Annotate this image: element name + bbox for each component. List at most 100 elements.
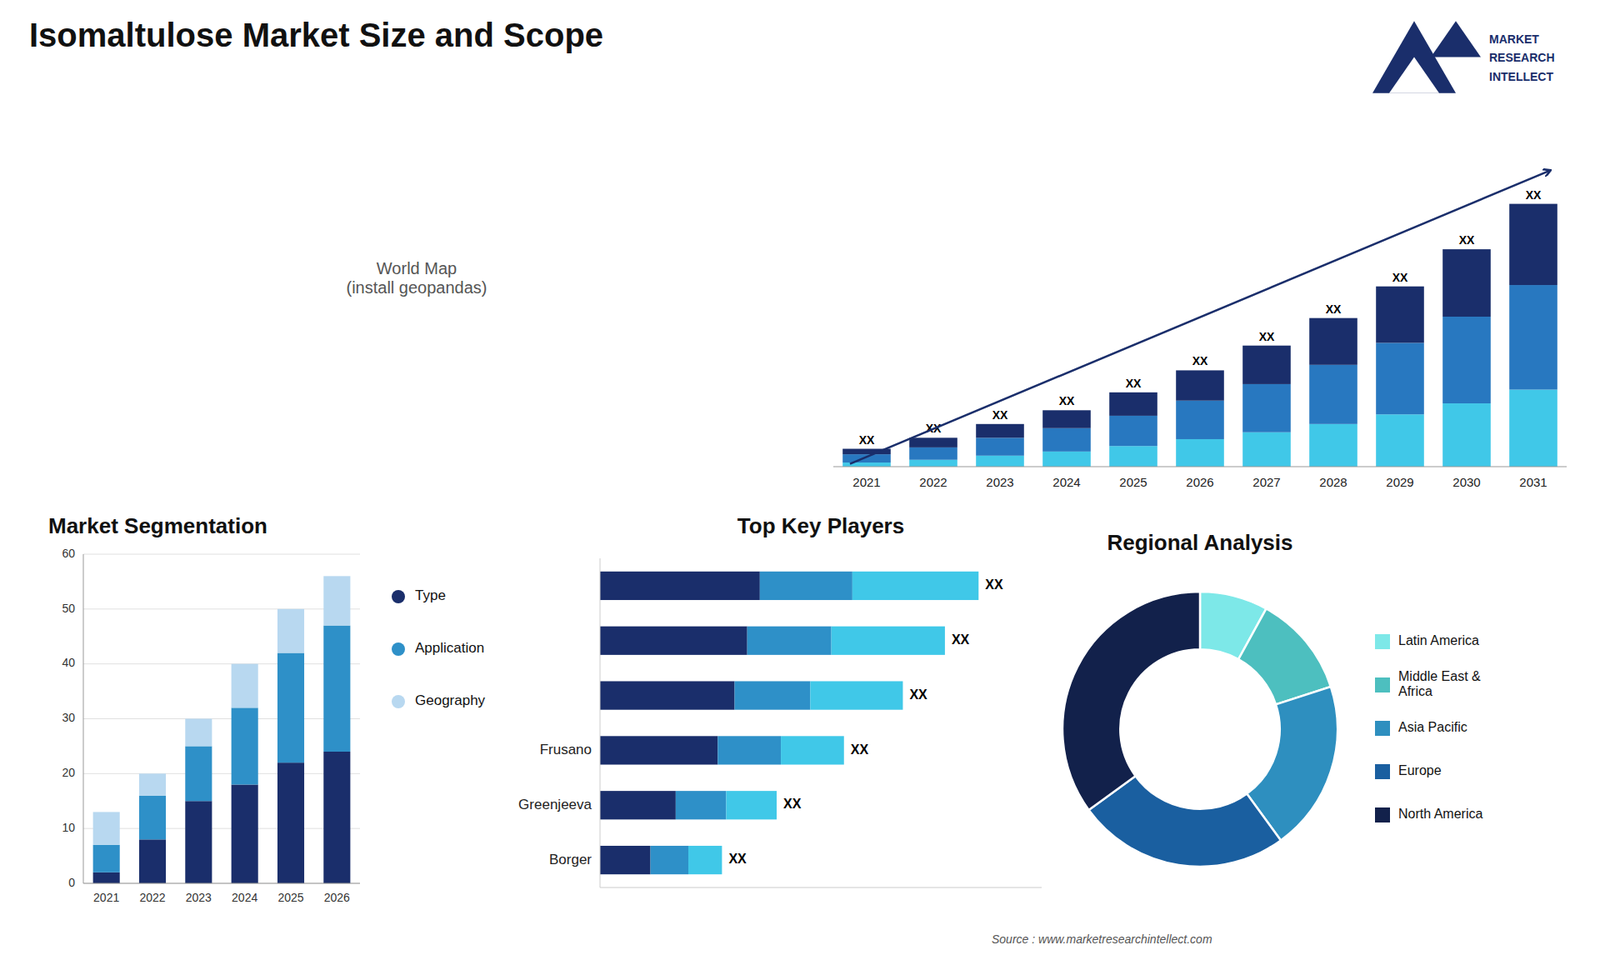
data-label: XX [1125,376,1142,390]
bar-segment [975,455,1025,467]
legend-marker [1375,764,1390,780]
x-tick-label: 2031 [1519,475,1547,490]
x-tick-label: 2026 [1185,475,1214,490]
x-axis-line [83,883,360,885]
data-label: XX [859,433,875,447]
chart-title: Market Segmentation [48,513,268,539]
bar-segment [600,790,676,820]
logo-text: MARKET [1489,32,1540,46]
x-tick-label: 2030 [1452,475,1480,490]
x-tick-label: 2029 [1385,475,1414,490]
bar-segment [650,845,689,875]
x-tick-label: 2021 [93,890,120,905]
y-tick-label: 50 [61,601,75,615]
bar-segment [975,424,1025,439]
data-label: XX [728,851,747,866]
bar-segment [277,762,305,884]
y-tick-label: 10 [61,820,75,835]
x-axis-line [600,887,1042,889]
bar-segment [760,571,853,600]
bar-segment [93,811,120,845]
bar-segment [717,735,781,765]
grid-line [83,828,360,830]
grid-line [83,554,360,555]
bar-segment [231,664,259,709]
bar-segment [93,845,120,873]
y-tick-label: Greenjeeva [518,796,592,813]
x-tick-label: 2023 [985,475,1014,490]
page-title: Isomaltulose Market Size and Scope [29,16,604,54]
bar-segment [810,680,903,710]
bar-segment [780,735,845,765]
bar-segment [1175,400,1225,440]
bar-segment [909,460,958,467]
data-label: XX [1059,394,1075,408]
y-axis-line [600,558,601,888]
bar-segment [323,625,350,752]
y-tick-label: 30 [61,710,75,725]
bar-segment [600,680,735,710]
chart-title: Top Key Players [737,513,905,539]
bar-segment [1309,318,1358,365]
bar-segment [1109,445,1158,467]
trend-arrow [850,170,1550,465]
data-label: XX [985,577,1004,592]
legend-label: Europe [1398,763,1442,778]
bar-segment [185,745,212,801]
bar-segment [1509,390,1558,467]
y-tick-label: 20 [61,765,75,780]
bar-segment [1309,424,1358,467]
donut-slice [1062,591,1200,810]
legend-label: Type [415,587,446,604]
logo-shape [1430,20,1481,57]
bar-segment [747,626,832,655]
bar-segment [277,653,305,764]
legend-marker [1375,634,1390,650]
y-axis-line [83,554,85,884]
grid-line [83,883,360,885]
bar-segment [139,839,166,884]
legend-label: Geography [415,692,486,709]
bar-segment [323,575,350,625]
bar-segment [93,872,120,884]
legend-marker [1375,807,1390,823]
plot-area [93,575,351,884]
bar-segment [185,800,212,884]
bar-segment [1175,370,1225,400]
data-label: XX [951,632,970,647]
map-text: World Map(install geopandas) [346,259,488,297]
bar-segment [139,773,166,795]
data-label: XX [1459,233,1475,247]
bar-segment [1442,403,1491,467]
legend-label: Asia Pacific [1398,720,1468,735]
y-tick-label: Borger [549,851,592,868]
logo-text: INTELLECT [1489,70,1554,84]
logo: MARKETRESEARCHINTELLECT [1372,20,1555,94]
data-label: XX [1192,354,1209,368]
chart-title: Regional Analysis [1107,530,1294,555]
x-tick-label: 2022 [139,890,165,905]
x-tick-label: 2022 [919,475,947,490]
x-tick-label: 2024 [1052,475,1080,490]
x-tick-label: 2027 [1252,475,1280,490]
data-label: XX [992,408,1009,422]
legend-marker [391,642,405,656]
bar-segment [831,626,945,655]
data-label: XX [1325,302,1342,316]
legend-marker [391,695,405,709]
data-label: XX [850,742,870,757]
legend-label: North America [1398,806,1483,821]
x-tick-label: 2024 [231,890,258,905]
grid-line [83,718,360,720]
bar-segment [852,571,979,600]
x-tick-label: 2021 [852,475,880,490]
grid-line [83,773,360,775]
y-tick-label: 40 [61,655,75,670]
bar-segment [139,795,166,840]
data-label: XX [783,796,802,811]
bar-segment [1042,451,1091,467]
bar-segment [185,719,212,747]
legend-marker [391,590,405,604]
source-text: Source : www.marketresearchintellect.com [991,932,1213,946]
bar-segment [1109,415,1158,446]
